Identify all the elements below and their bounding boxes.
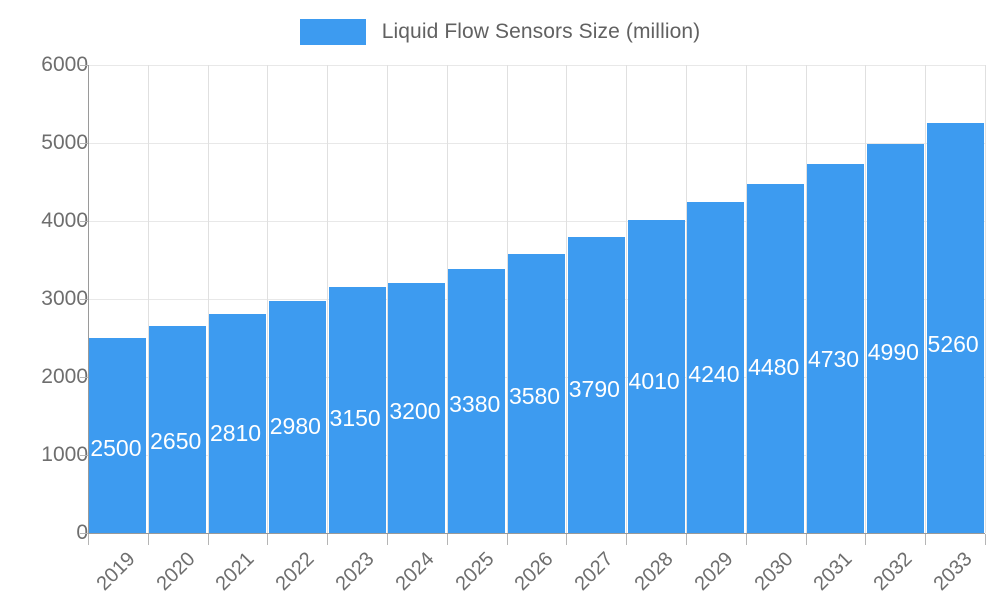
x-axis-tick-label: 2030 <box>750 548 798 596</box>
x-gridline <box>566 65 567 533</box>
bar[interactable] <box>328 287 386 533</box>
x-axis-tick-mark <box>447 534 448 545</box>
bar[interactable] <box>208 313 267 533</box>
x-axis-tick-label: 2032 <box>869 548 917 596</box>
x-gridline <box>806 65 807 533</box>
x-gridline <box>746 65 747 533</box>
x-axis-tick-mark <box>327 534 328 545</box>
x-axis-tick-mark <box>507 534 508 545</box>
x-axis-tick-label: 2031 <box>810 548 858 596</box>
legend-item-label: Liquid Flow Sensors Size (million) <box>381 20 701 43</box>
y-axis-tick-label: 4000 <box>41 209 88 232</box>
bar[interactable] <box>627 220 685 533</box>
y-axis-tick-label: 5000 <box>41 131 88 154</box>
bar[interactable] <box>507 253 566 533</box>
x-axis-tick-label: 2025 <box>451 548 499 596</box>
y-axis-tick-label: 6000 <box>41 53 88 76</box>
x-gridline <box>208 65 209 533</box>
bar[interactable] <box>806 164 865 533</box>
x-axis-tick-label: 2024 <box>391 548 439 596</box>
x-axis-tick-mark <box>626 534 627 545</box>
x-axis-tick-label: 2019 <box>92 548 140 596</box>
x-axis-tick-mark <box>88 534 89 545</box>
x-axis-tick-mark <box>746 534 747 545</box>
x-gridline <box>267 65 268 533</box>
x-gridline <box>447 65 448 533</box>
y-axis: 0 1000 2000 3000 4000 5000 6000 <box>0 0 88 600</box>
bar[interactable] <box>149 326 207 533</box>
x-gridline <box>626 65 627 533</box>
bar[interactable] <box>268 300 326 533</box>
bar[interactable] <box>388 283 446 533</box>
x-gridline <box>327 65 328 533</box>
y-axis-tick-label: 2000 <box>41 365 88 388</box>
bar[interactable] <box>866 143 924 533</box>
y-axis-tick-mark <box>80 455 88 456</box>
x-axis-tick-label: 2027 <box>570 548 618 596</box>
y-axis-tick-label: 1000 <box>41 443 88 466</box>
x-axis-tick-label: 2023 <box>331 548 379 596</box>
x-axis-tick-label: 2028 <box>630 548 678 596</box>
y-gridline <box>88 221 985 222</box>
x-axis-tick-mark <box>925 534 926 545</box>
bar[interactable] <box>687 202 745 533</box>
chart-legend: Liquid Flow Sensors Size (million) <box>0 12 1000 52</box>
y-axis-tick-mark <box>80 377 88 378</box>
x-axis-line <box>88 533 985 534</box>
y-axis-tick-label: 0 <box>16 521 88 545</box>
x-axis-tick-label: 2021 <box>212 548 260 596</box>
y-axis-tick-mark <box>80 533 88 534</box>
y-gridline <box>88 65 985 66</box>
x-axis-tick-mark <box>566 534 567 545</box>
x-axis-tick-mark <box>267 534 268 545</box>
x-gridline <box>925 65 926 533</box>
y-axis-tick-mark <box>80 299 88 300</box>
x-axis-tick-mark <box>387 534 388 545</box>
y-axis-tick-mark <box>80 65 88 66</box>
legend-color-swatch <box>299 19 366 45</box>
x-axis-tick-label: 2029 <box>690 548 738 596</box>
x-axis-tick-label: 2020 <box>152 548 200 596</box>
y-gridline <box>88 143 985 144</box>
y-axis-tick-mark <box>80 221 88 222</box>
x-gridline <box>148 65 149 533</box>
y-axis-line <box>88 65 89 534</box>
x-axis-tick-mark <box>208 534 209 545</box>
bar[interactable] <box>926 122 984 533</box>
x-axis-tick-label: 2022 <box>271 548 319 596</box>
plot-area: 2500 2650 2810 2980 3150 3200 3380 3580 3790 4010… <box>88 65 986 534</box>
x-gridline <box>865 65 866 533</box>
x-axis-tick-mark <box>806 534 807 545</box>
x-gridline <box>686 65 687 533</box>
legend-item-liquid-flow-sensors-size[interactable]: Liquid Flow Sensors Size (million) <box>299 19 701 45</box>
x-gridline <box>985 65 986 533</box>
x-gridline <box>387 65 388 533</box>
x-axis-tick-mark <box>686 534 687 545</box>
bar[interactable] <box>567 237 625 533</box>
bar[interactable] <box>89 338 147 533</box>
bar[interactable] <box>747 183 805 533</box>
x-axis-tick-mark <box>985 534 986 545</box>
x-axis-tick-mark <box>865 534 866 545</box>
x-axis-tick-label: 2026 <box>511 548 559 596</box>
bar[interactable] <box>448 269 506 533</box>
x-axis-tick-label: 2033 <box>929 548 977 596</box>
x-axis-tick-mark <box>148 534 149 545</box>
y-axis-tick-label: 3000 <box>41 287 88 310</box>
y-axis-tick-mark <box>80 143 88 144</box>
x-gridline <box>507 65 508 533</box>
